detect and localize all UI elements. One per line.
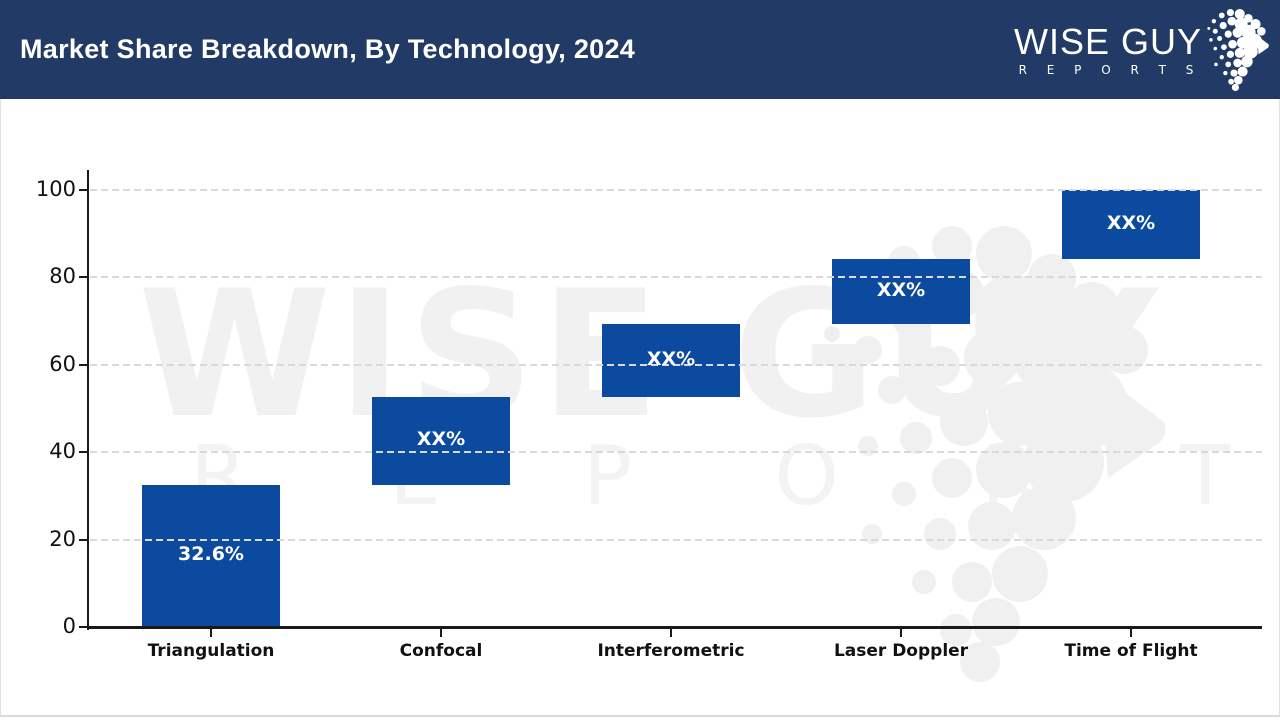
x-tick-laser-doppler: [900, 629, 902, 637]
category-label-triangulation: Triangulation: [147, 641, 275, 661]
logo-text: WISE GUY R E P O R T S: [1013, 20, 1202, 77]
bar-confocal: [372, 397, 510, 485]
category-label-confocal: Confocal: [399, 641, 483, 661]
x-tick-interferometric: [670, 629, 672, 637]
category-label-laser-doppler: Laser Doppler: [833, 641, 969, 661]
bar-time-of-flight: [1062, 190, 1200, 260]
bar-triangulation: [142, 484, 280, 627]
y-axis: [87, 170, 89, 630]
category-label-time-of-flight: Time of Flight: [1064, 641, 1198, 661]
y-tick-20: [79, 538, 87, 541]
y-tick-0: [79, 626, 87, 628]
gridline-100: [90, 189, 1262, 191]
bar-value-label-interferometric: XX%: [646, 347, 696, 370]
y-tick-60: [79, 363, 87, 366]
gridline-60: [90, 363, 1262, 366]
waterfall-chart: 0 20 40 60 80 100 32.6% Triangulation XX% Confoca…: [0, 99, 1280, 720]
x-tick-confocal: [440, 629, 442, 637]
logo-face-dots-icon: [1207, 8, 1269, 91]
bar-value-label-laser-doppler: XX%: [876, 278, 926, 301]
logo-reports-text: R E P O R T S: [1018, 62, 1202, 77]
bar-laser-doppler: [832, 259, 970, 325]
y-tick-40: [79, 451, 87, 454]
x-tick-triangulation: [210, 629, 212, 637]
gridline-20: [90, 538, 1262, 541]
bar-interferometric: [602, 324, 740, 398]
y-tick-label-20: 20: [49, 526, 76, 551]
gridline-40: [90, 451, 1262, 454]
y-tick-label-0: 0: [62, 614, 76, 638]
y-tick-80: [79, 276, 87, 279]
x-axis: [87, 626, 1262, 629]
y-tick-100: [79, 189, 87, 191]
bar-value-label-time-of-flight: XX%: [1106, 211, 1156, 234]
header-bar: Market Share Breakdown, By Technology, 2…: [0, 0, 1280, 99]
page-title: Market Share Breakdown, By Technology, 2…: [20, 34, 636, 64]
bar-value-label-triangulation: 32.6%: [178, 542, 244, 565]
gridline-80: [90, 276, 1262, 279]
category-label-interferometric: Interferometric: [597, 641, 745, 661]
bar-value-label-confocal: XX%: [416, 427, 466, 450]
y-tick-label-80: 80: [49, 264, 76, 289]
x-tick-time-of-flight: [1130, 629, 1132, 637]
y-tick-label-60: 60: [49, 351, 76, 376]
y-tick-label-40: 40: [49, 439, 76, 464]
logo-wiseguy-text: WISE GUY: [1013, 20, 1202, 62]
wise-guy-reports-logo: WISE GUY R E P O R T S: [1014, 6, 1280, 94]
y-tick-label-100: 100: [35, 177, 76, 201]
frame-bottom-border: [0, 715, 1280, 717]
frame-left-border: [0, 99, 1, 716]
